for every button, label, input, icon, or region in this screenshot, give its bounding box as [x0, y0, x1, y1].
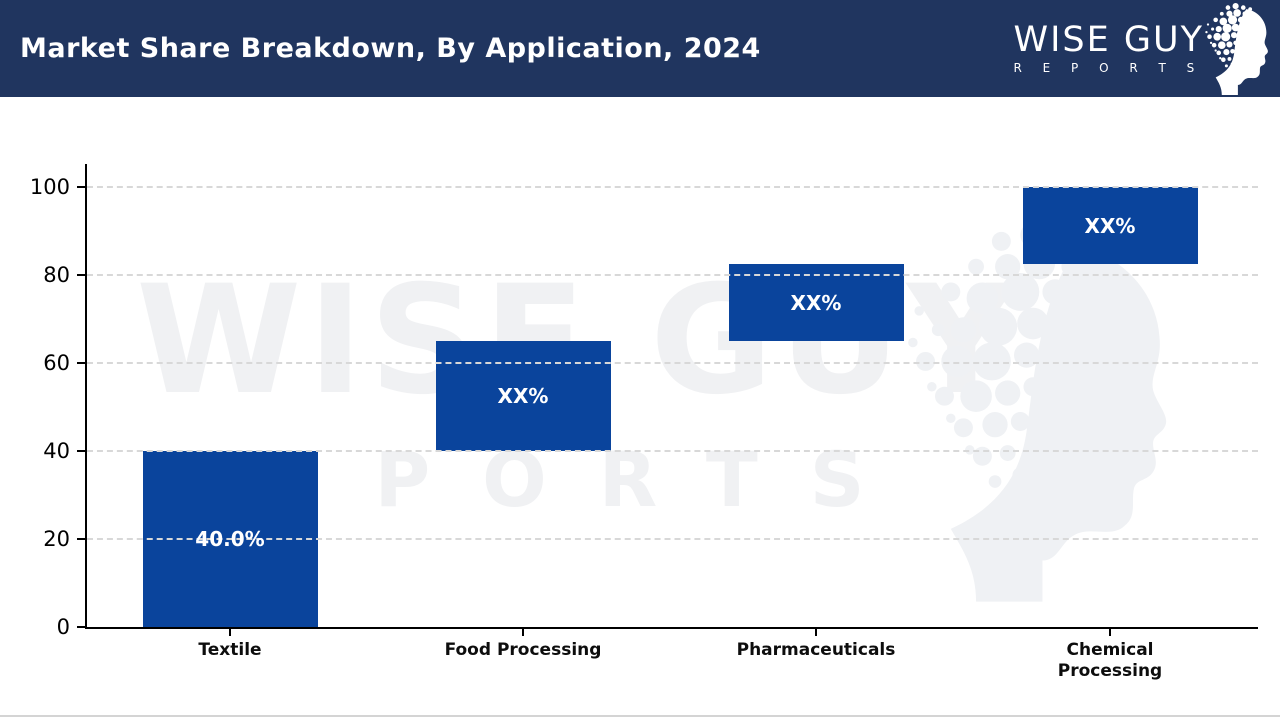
x-tick-0: [229, 629, 231, 636]
y-axis-line: [85, 164, 87, 629]
y-tick-80: [77, 274, 86, 276]
x-axis-line: [85, 627, 1258, 629]
y-tick-label-100: 100: [29, 175, 70, 199]
bar-value-label: 40.0%: [195, 527, 265, 551]
brand-subtitle: R E P O R T S: [1013, 61, 1203, 75]
y-tick-label-40: 40: [43, 439, 70, 463]
x-tick-3: [1109, 629, 1111, 636]
x-tick-1: [522, 629, 524, 636]
y-tick-label-80: 80: [43, 263, 70, 287]
brand-logo-text: WISE GUY R E P O R T S: [1013, 20, 1204, 75]
x-category-label: Pharmaceuticals: [736, 640, 896, 660]
x-category-label: Food Processing: [444, 640, 602, 660]
gridline-20: [87, 538, 1258, 540]
gridline-100: [87, 186, 1258, 188]
y-tick-100: [77, 186, 86, 188]
bar-value-label: XX%: [497, 384, 549, 408]
bar-food-processing: [435, 341, 611, 451]
gridline-40: [87, 450, 1258, 452]
x-tick-2: [815, 629, 817, 636]
page-bottom-divider: [0, 715, 1280, 717]
y-tick-40: [77, 450, 86, 452]
x-category-label: Textile: [198, 640, 262, 660]
bar-chemical-processing: [1022, 187, 1198, 264]
brand-name: WISE GUY: [1013, 20, 1204, 60]
brand-face-icon: [1205, 2, 1268, 95]
y-tick-0: [77, 626, 86, 628]
y-tick-60: [77, 362, 86, 364]
brand-logo: WISE GUY R E P O R T S: [1013, 2, 1274, 95]
bar-value-label: XX%: [1084, 213, 1136, 238]
y-tick-label-60: 60: [43, 351, 70, 375]
y-tick-label-0: 0: [56, 615, 70, 639]
page-title: Market Share Breakdown, By Application, …: [20, 33, 761, 64]
y-tick-20: [77, 538, 86, 540]
gridline-80: [87, 274, 1258, 276]
bar-value-label: XX%: [790, 290, 842, 315]
header-bar: Market Share Breakdown, By Application, …: [0, 0, 1280, 97]
gridline-60: [87, 362, 1258, 364]
x-category-label: Chemical Processing: [1057, 640, 1163, 681]
y-tick-label-20: 20: [43, 527, 70, 551]
bar-pharmaceuticals: [728, 264, 904, 341]
